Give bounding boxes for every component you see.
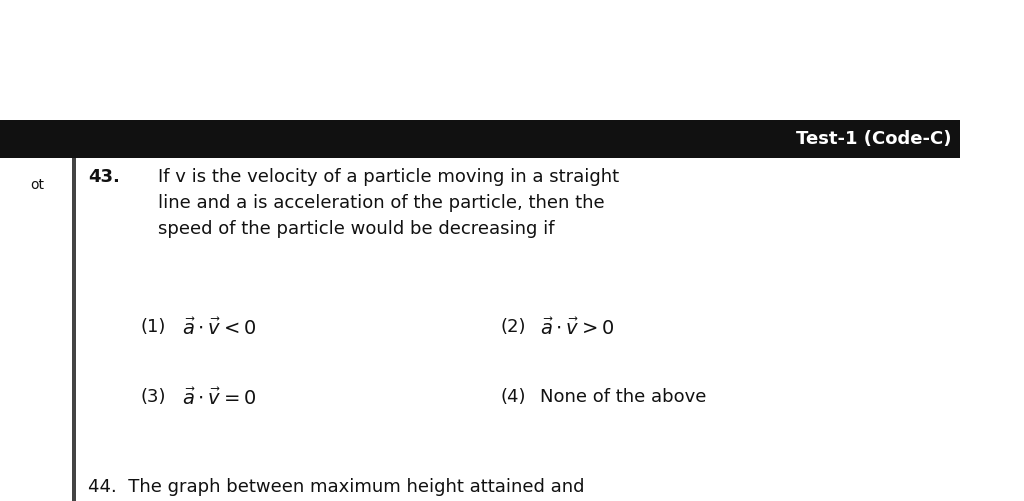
Text: (1): (1) bbox=[140, 318, 165, 336]
Text: (3): (3) bbox=[140, 388, 166, 406]
Text: None of the above: None of the above bbox=[540, 388, 707, 406]
Text: Test-1 (Code-C): Test-1 (Code-C) bbox=[797, 130, 952, 148]
Text: line and a is acceleration of the particle, then the: line and a is acceleration of the partic… bbox=[158, 194, 604, 212]
Text: 43.: 43. bbox=[88, 168, 120, 186]
Text: $\vec{a}\cdot\vec{v}=0$: $\vec{a}\cdot\vec{v}=0$ bbox=[182, 388, 256, 409]
Text: $\vec{a}\cdot\vec{v}<0$: $\vec{a}\cdot\vec{v}<0$ bbox=[182, 318, 256, 339]
Text: (4): (4) bbox=[500, 388, 525, 406]
Text: $\vec{a}\cdot\vec{v}>0$: $\vec{a}\cdot\vec{v}>0$ bbox=[540, 318, 614, 339]
Text: speed of the particle would be decreasing if: speed of the particle would be decreasin… bbox=[158, 220, 555, 238]
Bar bbox=[72, 158, 76, 501]
Text: (2): (2) bbox=[500, 318, 525, 336]
Text: 44.  The graph between maximum height attained and: 44. The graph between maximum height att… bbox=[88, 478, 585, 496]
Bar bbox=[0, 120, 961, 158]
Text: ot: ot bbox=[30, 178, 44, 192]
Text: If v is the velocity of a particle moving in a straight: If v is the velocity of a particle movin… bbox=[158, 168, 620, 186]
